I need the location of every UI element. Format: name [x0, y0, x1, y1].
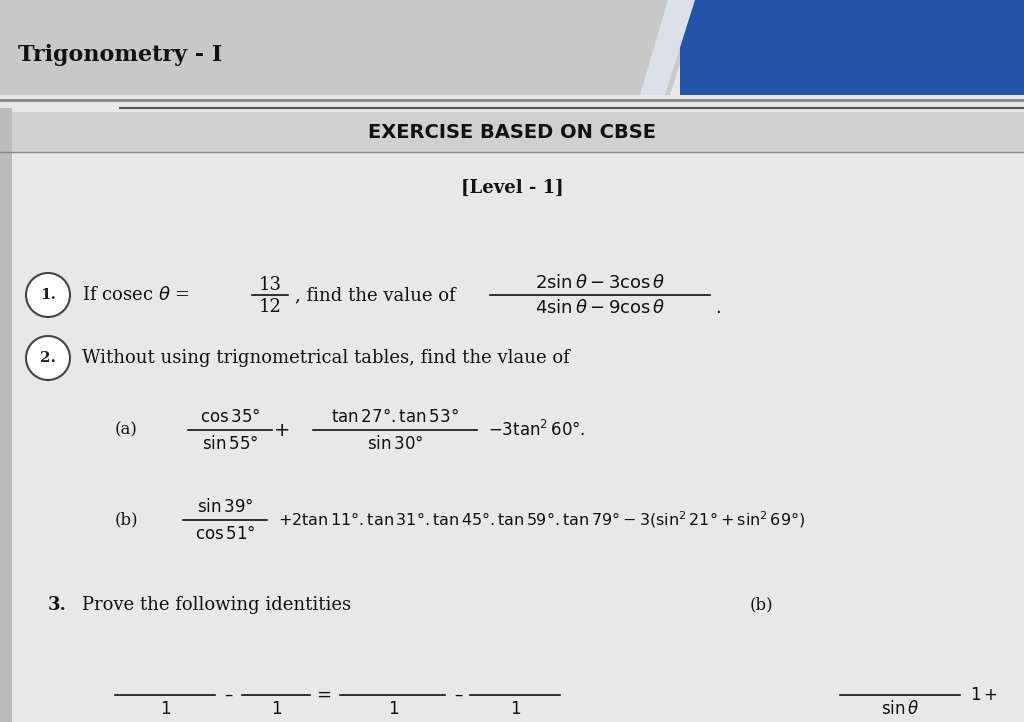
Text: +: +	[273, 420, 290, 440]
Text: $+2\tan 11°.\tan 31°.\tan 45°.\tan 59°.\tan 79°-3(\sin^2 21°+\sin^2 69°)$: $+2\tan 11°.\tan 31°.\tan 45°.\tan 59°.\…	[278, 510, 805, 531]
Text: (a): (a)	[115, 422, 138, 438]
Text: 1: 1	[388, 700, 398, 718]
Text: $1+$: $1+$	[970, 686, 998, 704]
Text: 1: 1	[270, 700, 282, 718]
Polygon shape	[0, 0, 700, 95]
Text: 1: 1	[160, 700, 170, 718]
Text: $\cos 35°$: $\cos 35°$	[200, 408, 260, 426]
Text: .: .	[715, 299, 721, 317]
Circle shape	[26, 336, 70, 380]
Text: 2.: 2.	[40, 351, 56, 365]
Text: $\sin 55°$: $\sin 55°$	[202, 435, 258, 453]
Text: $-3\tan^2 60°.$: $-3\tan^2 60°.$	[488, 420, 586, 440]
Text: –: –	[224, 686, 232, 704]
Text: (b): (b)	[115, 511, 138, 529]
Text: EXERCISE BASED ON CBSE: EXERCISE BASED ON CBSE	[368, 123, 656, 142]
FancyBboxPatch shape	[0, 108, 12, 722]
Text: $4\sin\theta-9\cos\theta$: $4\sin\theta-9\cos\theta$	[535, 299, 666, 317]
FancyBboxPatch shape	[0, 112, 1024, 152]
Text: Trigonometry - I: Trigonometry - I	[18, 44, 222, 66]
Text: 12: 12	[259, 298, 282, 316]
Text: , find the value of: , find the value of	[295, 286, 456, 304]
Text: $2\sin\theta-3\cos\theta$: $2\sin\theta-3\cos\theta$	[535, 274, 666, 292]
Text: –: –	[454, 686, 462, 704]
Text: $\sin\theta$: $\sin\theta$	[881, 700, 920, 718]
Text: (b): (b)	[750, 596, 773, 614]
Text: Without using trignometrical tables, find the vlaue of: Without using trignometrical tables, fin…	[82, 349, 569, 367]
Text: 1.: 1.	[40, 288, 56, 302]
Text: =: =	[316, 686, 332, 704]
Text: [Level - 1]: [Level - 1]	[461, 179, 563, 197]
Text: $\cos 51°$: $\cos 51°$	[195, 525, 255, 543]
Text: $\sin 30°$: $\sin 30°$	[367, 435, 423, 453]
Text: $\tan 27°.\tan 53°$: $\tan 27°.\tan 53°$	[331, 408, 459, 426]
Text: Prove the following identities: Prove the following identities	[82, 596, 351, 614]
Text: $\sin 39°$: $\sin 39°$	[197, 498, 253, 516]
Text: 13: 13	[258, 276, 282, 294]
Text: If cosec $\theta$ =: If cosec $\theta$ =	[82, 286, 190, 304]
Text: 1: 1	[510, 700, 520, 718]
FancyBboxPatch shape	[680, 0, 1024, 95]
Text: 3.: 3.	[48, 596, 67, 614]
Polygon shape	[640, 0, 695, 95]
Circle shape	[26, 273, 70, 317]
